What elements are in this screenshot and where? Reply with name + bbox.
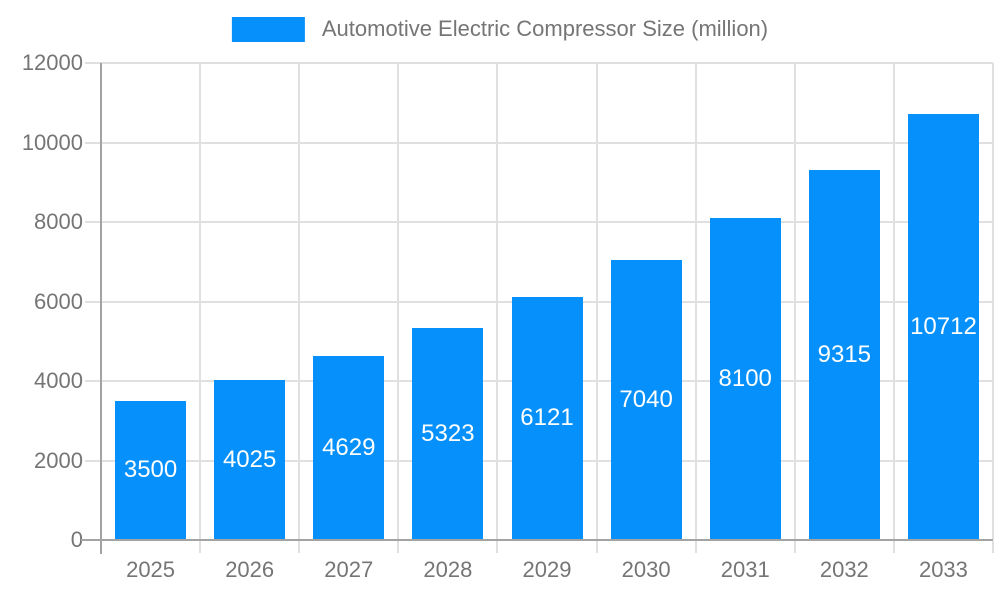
bar: 7040 [610, 260, 682, 540]
x-tick [892, 541, 895, 553]
x-tick-label: 2026 [225, 557, 275, 582]
gridline-vertical [397, 63, 400, 540]
y-tick [85, 380, 101, 382]
y-tick-label: 10000 [21, 129, 83, 155]
bar: 4629 [313, 355, 385, 540]
legend-label: Automotive Electric Compressor Size (mil… [321, 16, 769, 41]
bar: 4025 [214, 380, 286, 540]
bar-value-label: 6121 [520, 404, 574, 432]
bar: 6121 [511, 296, 583, 540]
gridline-horizontal [101, 62, 993, 64]
y-tick [85, 459, 101, 462]
legend-swatch [231, 16, 305, 42]
x-tick [992, 541, 994, 553]
legend[interactable]: Automotive Electric Compressor Size (mil… [231, 16, 769, 42]
y-tick-label: 0 [70, 527, 83, 552]
y-tick-label: 4000 [34, 368, 83, 393]
y-tick [85, 141, 101, 144]
bar-value-label: 4025 [222, 445, 277, 473]
x-tick [298, 541, 301, 553]
gridline-vertical [892, 63, 895, 540]
bar: 9315 [808, 169, 880, 540]
x-tick-label: 2029 [522, 557, 572, 582]
plot-area: 3500 4025 4629 5323 6121 7040 8100 9315 10712 [101, 62, 994, 540]
gridline-vertical [992, 63, 994, 540]
x-tick-label: 2033 [918, 557, 968, 582]
gridline-horizontal [101, 221, 993, 223]
bar-value-label: 4629 [322, 433, 376, 461]
x-tick-label: 2028 [423, 557, 473, 582]
gridline-vertical [496, 63, 499, 540]
y-tick [85, 62, 101, 64]
y-tick-label: 6000 [34, 288, 83, 314]
bar-value-label: 7040 [619, 386, 673, 414]
x-tick [199, 541, 202, 553]
x-tick-label: 2027 [324, 557, 374, 582]
gridline-vertical [595, 63, 598, 540]
gridline-horizontal [101, 141, 993, 144]
x-tick [496, 541, 499, 553]
bar: 5323 [412, 328, 484, 540]
x-tick-label: 2025 [126, 557, 176, 582]
x-tick [595, 541, 598, 553]
x-tick-label: 2030 [621, 557, 671, 582]
y-axis-line [100, 63, 102, 554]
bar: 8100 [709, 218, 781, 540]
x-tick-label: 2032 [819, 557, 869, 582]
x-tick [793, 541, 796, 553]
gridline-vertical [694, 63, 697, 540]
bar-value-label: 10712 [910, 313, 977, 341]
bar-value-label: 9315 [817, 340, 872, 368]
x-tick-label: 2031 [720, 557, 770, 582]
y-tick [85, 300, 101, 303]
x-tick [397, 541, 400, 553]
gridline-vertical [199, 63, 202, 540]
gridline-vertical [298, 63, 301, 540]
gridline-vertical [793, 63, 796, 540]
bar-value-label: 3500 [123, 456, 178, 484]
y-tick-label: 12000 [21, 50, 83, 75]
bar: 3500 [115, 400, 187, 540]
bar: 10712 [907, 114, 979, 540]
y-tick [85, 221, 101, 223]
bar-value-label: 5323 [421, 420, 475, 448]
y-tick-label: 2000 [34, 447, 83, 473]
x-axis-line [81, 539, 993, 541]
bar-value-label: 8100 [718, 365, 772, 392]
y-tick-label: 8000 [34, 209, 83, 234]
x-tick [694, 541, 697, 553]
